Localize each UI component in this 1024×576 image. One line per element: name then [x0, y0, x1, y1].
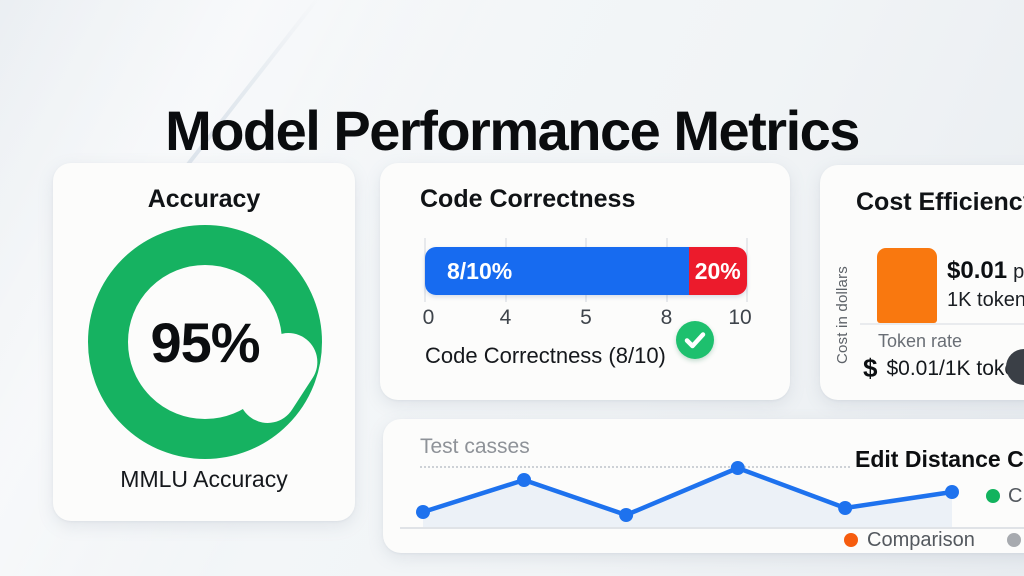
cost-bar [877, 248, 937, 323]
axis-tick: 0 [422, 306, 435, 329]
axis-tick: 5 [580, 306, 592, 329]
axis-tick: 10 [728, 306, 752, 329]
cost-y-axis-label: Cost in dollars [833, 265, 851, 365]
axis-tick: 8 [660, 306, 673, 329]
pass-segment-label: 8/10% [447, 257, 513, 284]
cost-price: $0.01 per 1K token [947, 257, 1024, 314]
legend-dot-gray[interactable] [1007, 533, 1021, 547]
cost-axis-line [860, 323, 1024, 325]
gridline [746, 238, 748, 302]
fail-segment-label: 20% [694, 257, 741, 284]
legend-label-comparison[interactable]: Comparison [867, 529, 975, 551]
price-unit-line2: 1K token [947, 289, 1024, 311]
accuracy-caption: MMLU Accuracy [120, 466, 288, 492]
dollar-icon: $ [863, 353, 878, 383]
test-cases-line-chart [400, 461, 1024, 529]
cost-card-title: Cost Efficiency [856, 188, 1024, 216]
token-rate-value: $0.01/1K token [886, 356, 1024, 380]
code-caption: Code Correctness (8/10) [425, 343, 666, 368]
price-unit: per [1013, 261, 1024, 283]
legend-label-green[interactable]: C [1008, 485, 1023, 507]
code-card-title: Code Correctness [420, 185, 636, 213]
legend-dot-comparison[interactable] [844, 533, 858, 547]
code-bar-segment-fail: 20% [688, 247, 747, 295]
axis-tick: 4 [499, 306, 512, 329]
trend-series-label: Test casses [420, 435, 530, 458]
code-bar-segment-pass: 8/10% [425, 247, 689, 295]
accuracy-donut-chart: 95% [88, 225, 329, 459]
trend-card: Test casses Edit Distance Co C Compariso… [383, 419, 1024, 553]
dotted-gridline [420, 466, 850, 468]
dark-circle-icon [1006, 349, 1024, 385]
token-rate-row: $ $0.01/1K token [863, 353, 1024, 384]
token-rate-label: Token rate [878, 331, 963, 351]
trend-heading: Edit Distance Co [855, 446, 1024, 472]
accuracy-card: Accuracy 95% MMLU Accuracy [53, 163, 355, 521]
check-icon [676, 321, 714, 359]
code-bar-axis: 0 4 5 8 10 [422, 306, 752, 332]
page-title: Model Performance Metrics [165, 98, 860, 162]
accuracy-value: 95% [150, 310, 260, 374]
code-correctness-card: Code Correctness 8/10% 20% 0 4 5 8 10 Code C… [380, 163, 790, 400]
legend-dot-green[interactable] [986, 489, 1000, 503]
code-correctness-bar: 8/10% 20% [425, 247, 747, 295]
code-caption-row: Code Correctness (8/10) [425, 343, 755, 369]
cost-efficiency-card: Cost Efficiency Cost in dollars $0.01 per… [820, 165, 1024, 400]
accuracy-card-title: Accuracy [147, 185, 261, 213]
price-value: $0.01 [947, 257, 1008, 284]
